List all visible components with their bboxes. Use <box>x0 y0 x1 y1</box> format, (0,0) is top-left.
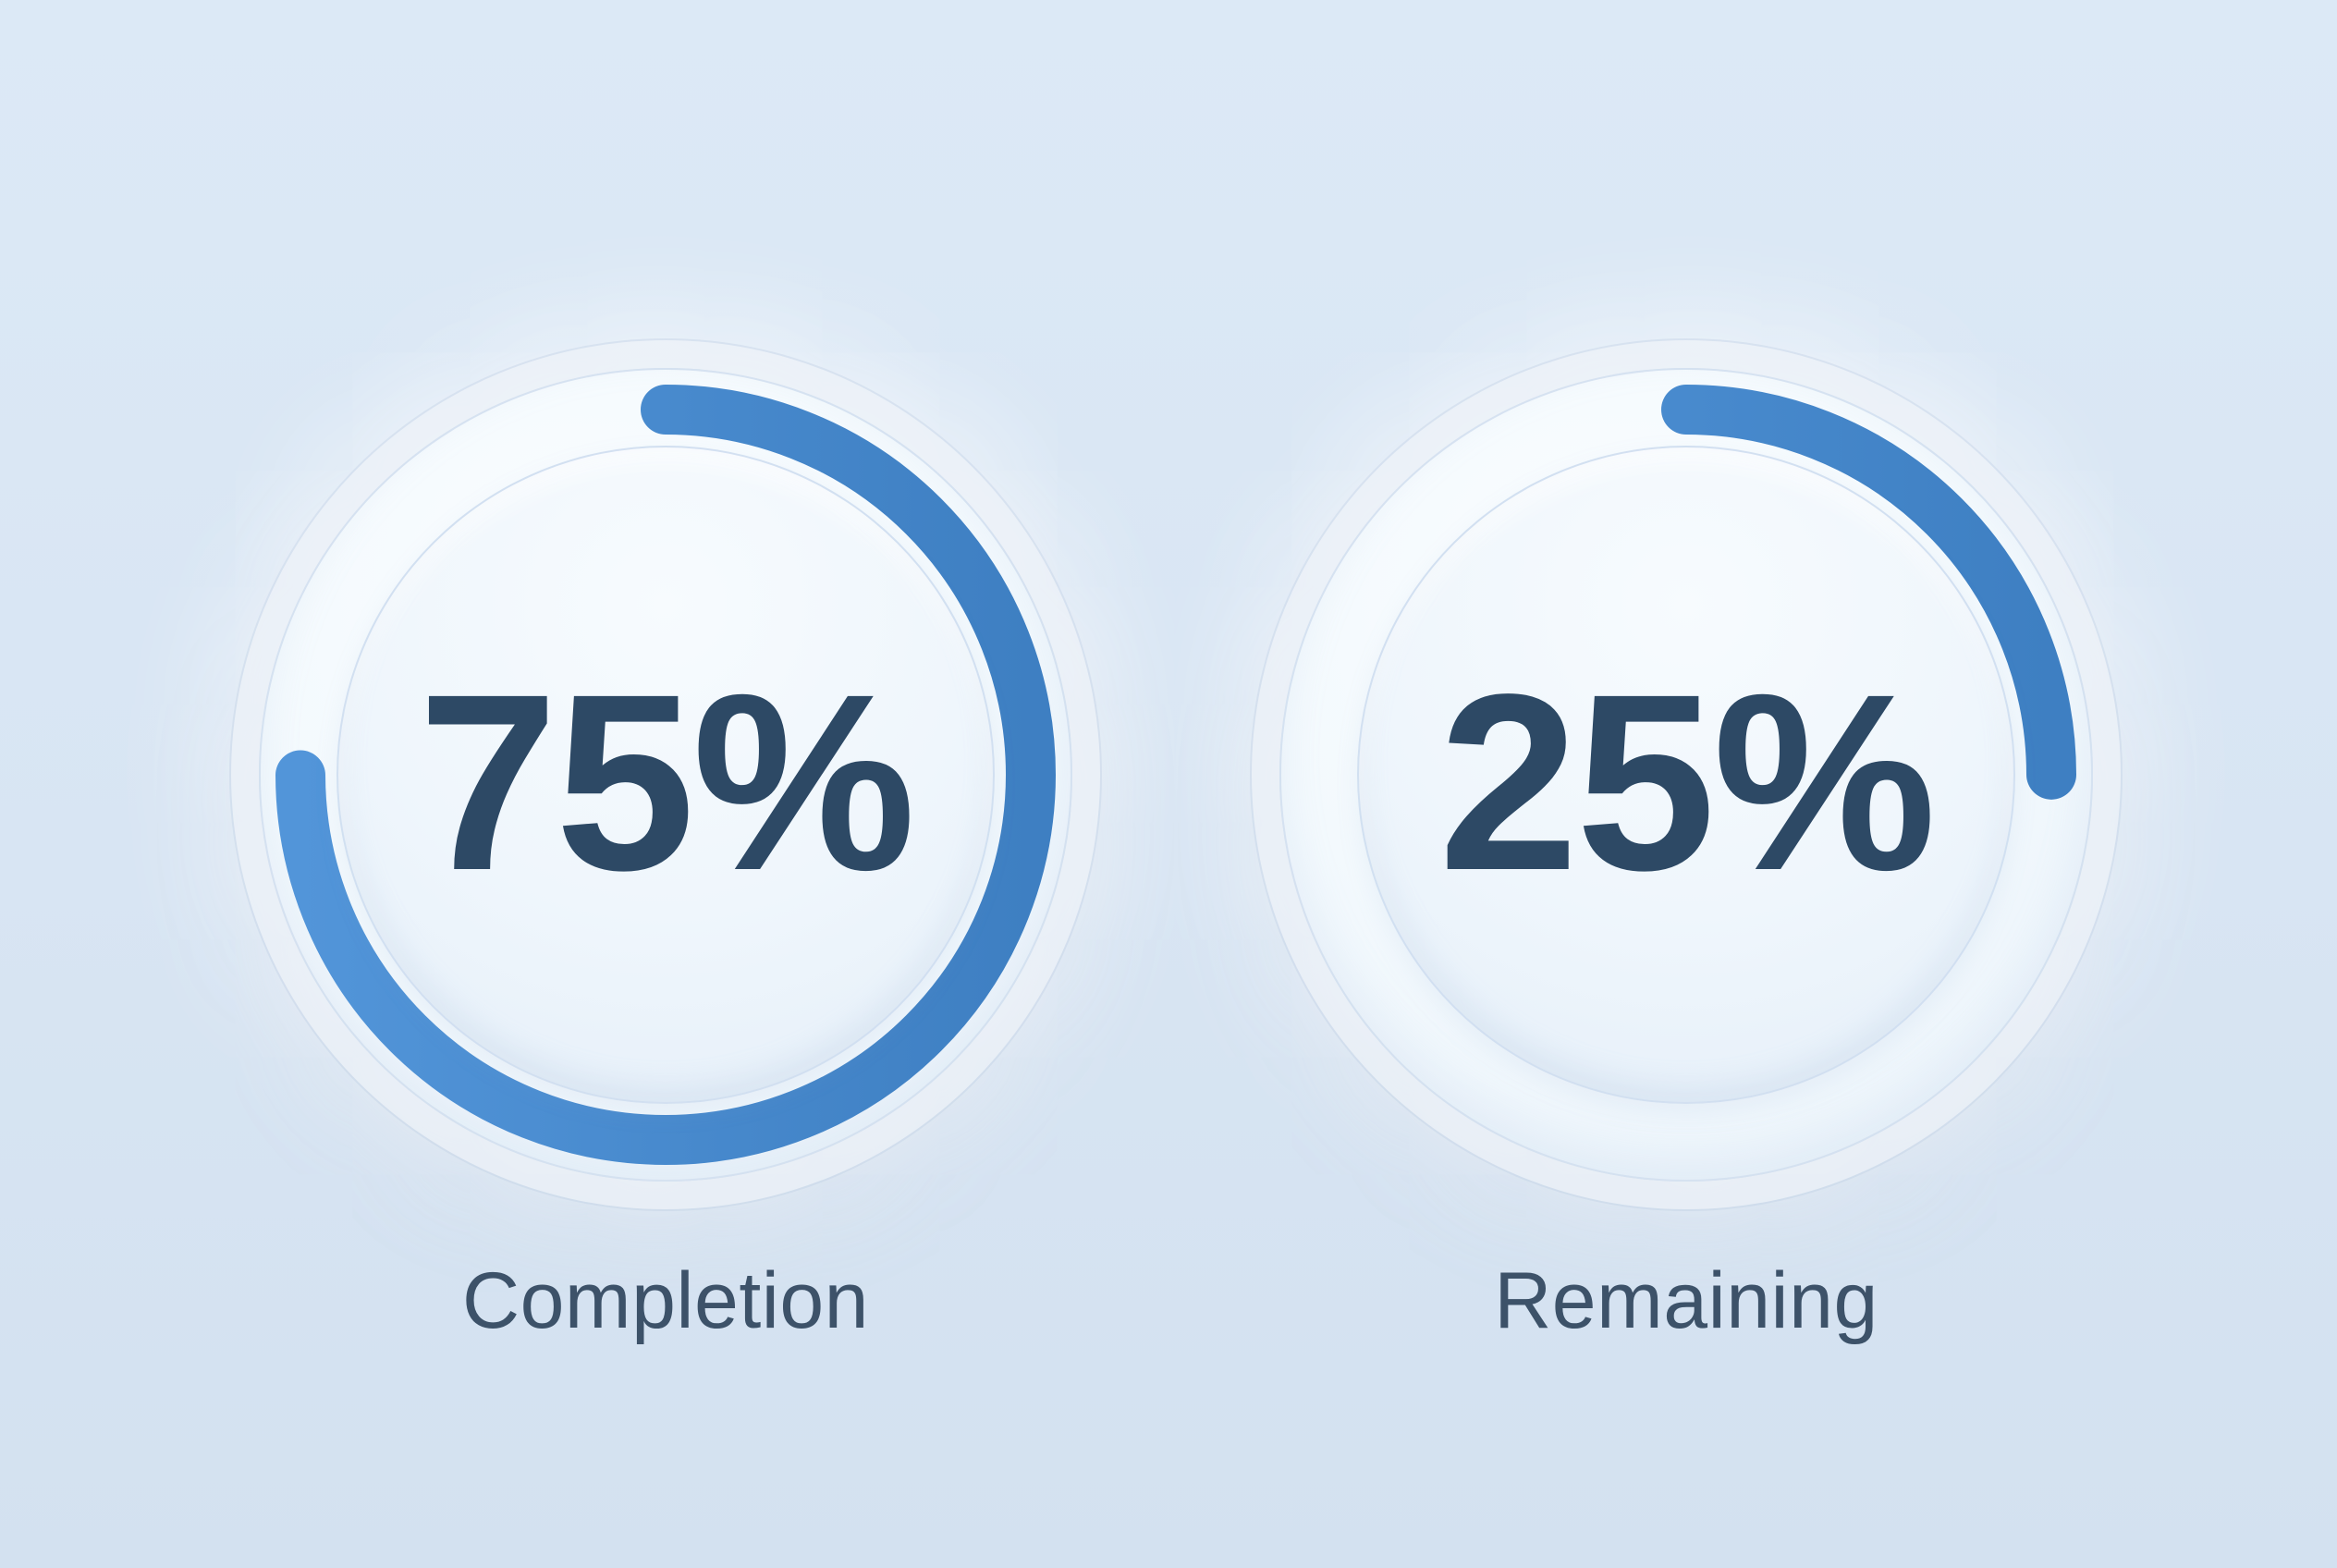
gauge-value: 75% <box>418 642 915 923</box>
gauge-inner-disc: 75% <box>336 446 995 1104</box>
gauge-inner-disc: 25% <box>1357 446 2015 1104</box>
gauge-label-completion: Completion <box>462 1256 869 1345</box>
gauge-value: 25% <box>1438 642 1936 923</box>
gauge-label-remaining: Remaining <box>1494 1256 1878 1345</box>
